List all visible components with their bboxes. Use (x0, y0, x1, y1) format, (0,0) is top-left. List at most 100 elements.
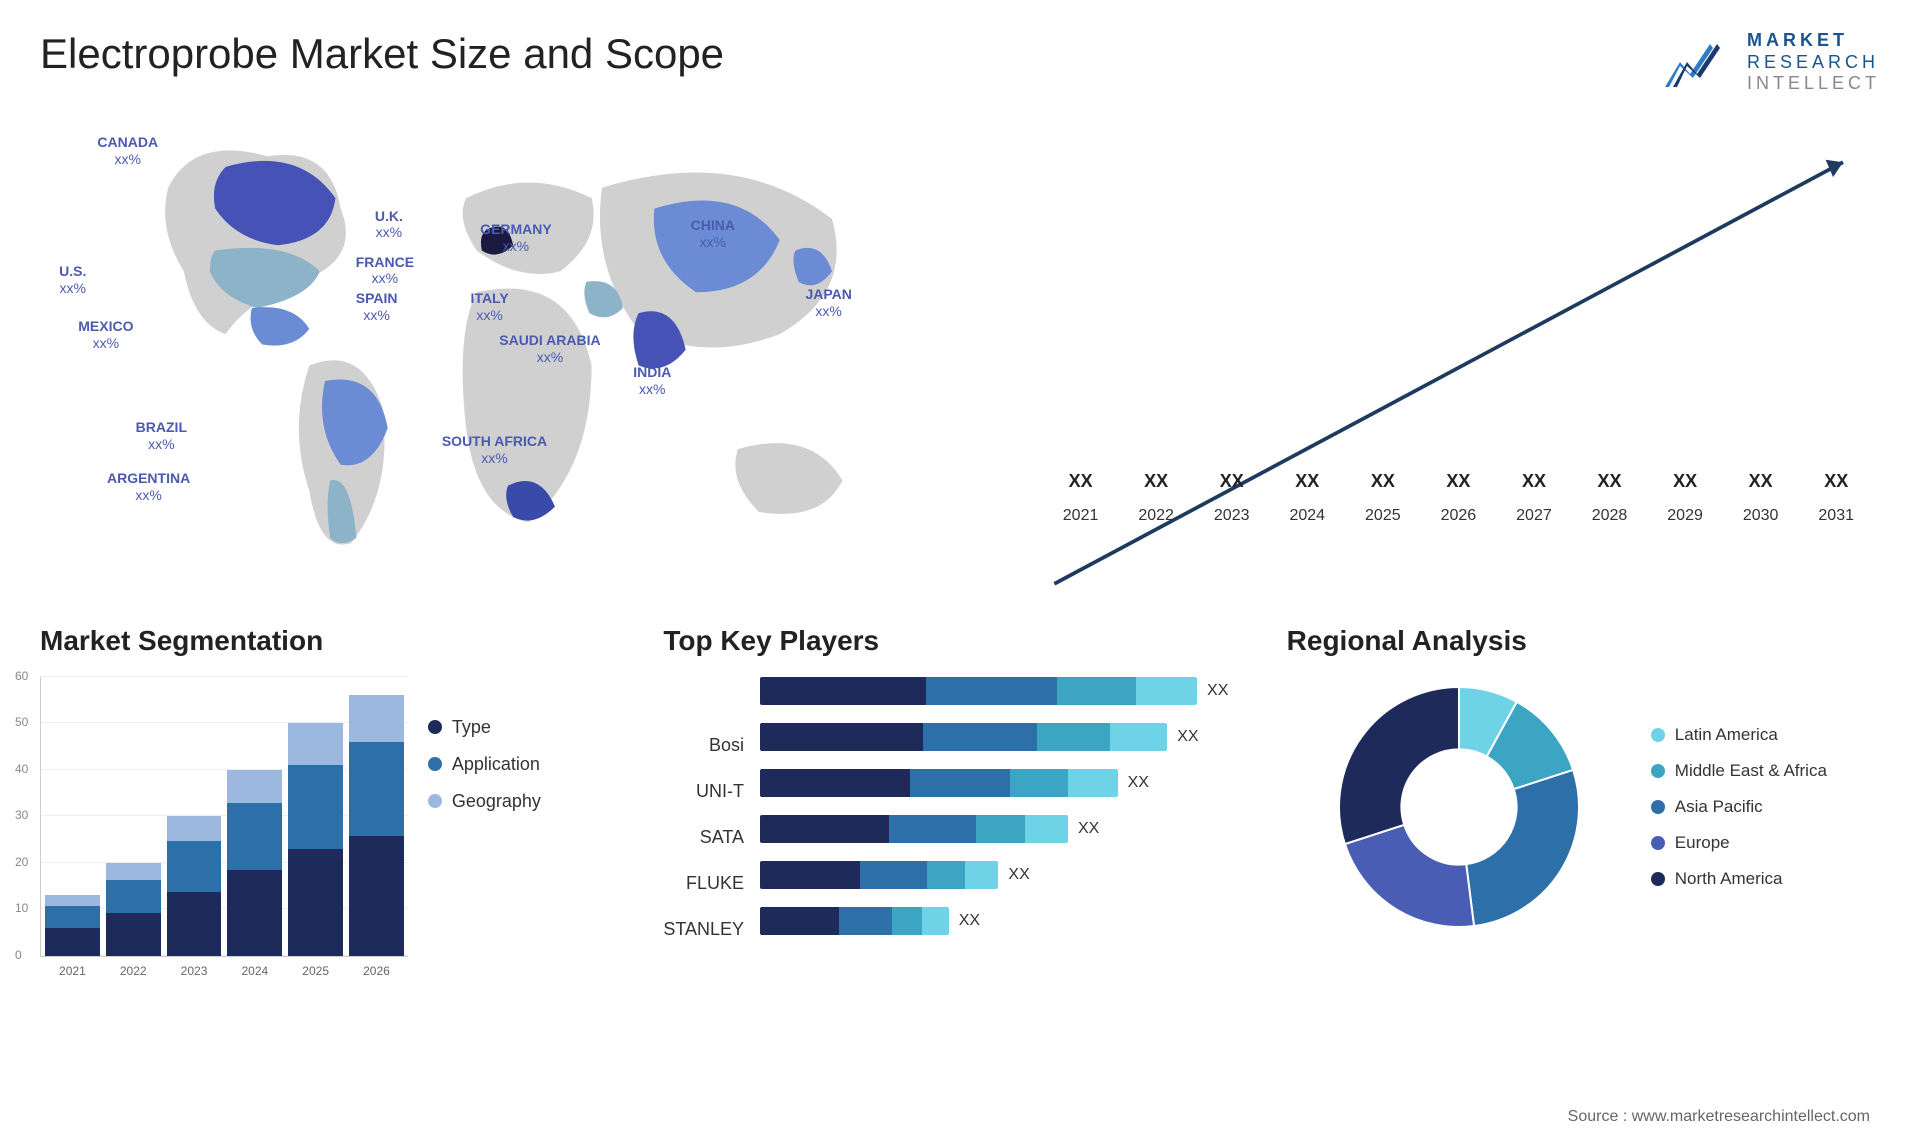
growth-bar-value: XX (1749, 471, 1773, 492)
growth-year-label: 2025 (1365, 507, 1401, 525)
growth-bar-value: XX (1824, 471, 1848, 492)
growth-bar-value: XX (1144, 471, 1168, 492)
kp-bar: XX (760, 907, 1257, 935)
kp-bar: XX (760, 861, 1257, 889)
regional-title: Regional Analysis (1287, 625, 1880, 657)
regional-donut-chart (1287, 677, 1631, 937)
legend-item: North America (1651, 869, 1880, 889)
kp-label: Bosi (709, 731, 744, 759)
map-label-japan: JAPANxx% (805, 286, 851, 320)
growth-bar: XX2030 (1727, 499, 1795, 525)
legend-item: Europe (1651, 833, 1880, 853)
map-label-argentina: ARGENTINAxx% (107, 470, 190, 504)
kp-value: XX (959, 912, 980, 930)
map-label-china: CHINAxx% (691, 217, 735, 251)
map-label-spain: SPAINxx% (356, 290, 398, 324)
growth-bar-value: XX (1673, 471, 1697, 492)
legend-item: Asia Pacific (1651, 797, 1880, 817)
kp-bar: XX (760, 815, 1257, 843)
seg-bar: 2023 (167, 816, 222, 956)
kp-value: XX (1128, 774, 1149, 792)
growth-year-label: 2027 (1516, 507, 1552, 525)
growth-bar: XX2024 (1273, 499, 1341, 525)
growth-year-label: 2029 (1667, 507, 1703, 525)
growth-bar: XX2021 (1047, 499, 1115, 525)
kp-bar: XX (760, 677, 1257, 705)
regional-legend: Latin America Middle East & Africa Asia Pa… (1651, 725, 1880, 889)
brand-logo: MARKET RESEARCH INTELLECT (1665, 30, 1880, 95)
growth-bar: XX2022 (1122, 499, 1190, 525)
kp-value: XX (1177, 728, 1198, 746)
seg-bar: 2024 (227, 770, 282, 956)
growth-bar: XX2025 (1349, 499, 1417, 525)
seg-bar: 2025 (288, 723, 343, 956)
growth-bar-value: XX (1220, 471, 1244, 492)
map-label-mexico: MEXICOxx% (78, 318, 133, 352)
legend-item: Application (428, 754, 633, 775)
seg-bar: 2022 (106, 863, 161, 956)
growth-bar: XX2031 (1802, 499, 1870, 525)
growth-year-label: 2022 (1138, 507, 1174, 525)
legend-item: Latin America (1651, 725, 1880, 745)
legend-item: Type (428, 717, 633, 738)
growth-bar-chart: XX2021XX2022XX2023XX2024XX2025XX2026XX20… (1037, 125, 1880, 585)
growth-bar: XX2026 (1425, 499, 1493, 525)
map-label-germany: GERMANYxx% (480, 221, 552, 255)
growth-bar-value: XX (1446, 471, 1470, 492)
source-attribution: Source : www.marketresearchintellect.com (1568, 1108, 1870, 1126)
key-players-labels: Bosi UNI-T SATA FLUKE STANLEY (663, 677, 744, 943)
growth-bar-value: XX (1069, 471, 1093, 492)
map-label-canada: CANADAxx% (97, 134, 158, 168)
key-players-panel: Top Key Players Bosi UNI-T SATA FLUKE STANLE… (663, 625, 1256, 957)
kp-label (739, 685, 744, 713)
growth-bar: XX2023 (1198, 499, 1266, 525)
growth-bar: XX2028 (1576, 499, 1644, 525)
growth-bar-value: XX (1598, 471, 1622, 492)
kp-value: XX (1207, 682, 1228, 700)
growth-year-label: 2031 (1818, 507, 1854, 525)
map-label-saudiarabia: SAUDI ARABIAxx% (499, 332, 600, 366)
kp-label: FLUKE (686, 869, 744, 897)
kp-value: XX (1078, 820, 1099, 838)
growth-year-label: 2024 (1289, 507, 1325, 525)
key-players-chart: XX XX XX XX XX XX (760, 677, 1257, 943)
segmentation-legend: Type Application Geography (428, 677, 633, 957)
logo-line2: RESEARCH (1747, 52, 1880, 74)
key-players-title: Top Key Players (663, 625, 1256, 657)
map-label-brazil: BRAZILxx% (136, 419, 187, 453)
logo-line1: MARKET (1747, 30, 1880, 52)
map-label-uk: U.K.xx% (375, 208, 403, 242)
page-title: Electroprobe Market Size and Scope (40, 30, 724, 78)
legend-item: Geography (428, 791, 633, 812)
logo-chart-icon (1665, 32, 1735, 92)
growth-year-label: 2028 (1592, 507, 1628, 525)
growth-year-label: 2023 (1214, 507, 1250, 525)
map-label-france: FRANCExx% (356, 254, 414, 288)
kp-label: STANLEY (663, 915, 744, 943)
growth-year-label: 2021 (1063, 507, 1099, 525)
map-label-southafrica: SOUTH AFRICAxx% (442, 433, 547, 467)
map-label-italy: ITALYxx% (471, 290, 509, 324)
growth-bar-value: XX (1295, 471, 1319, 492)
growth-year-label: 2026 (1441, 507, 1477, 525)
growth-bar: XX2029 (1651, 499, 1719, 525)
segmentation-panel: Market Segmentation 01020304050602021202… (40, 625, 633, 957)
growth-year-label: 2030 (1743, 507, 1779, 525)
world-map-chart: CANADAxx% U.S.xx% MEXICOxx% BRAZILxx% ARGENT… (40, 125, 997, 585)
growth-bar-value: XX (1371, 471, 1395, 492)
map-label-india: INDIAxx% (633, 364, 671, 398)
seg-bar: 2026 (349, 695, 404, 955)
growth-bar-value: XX (1522, 471, 1546, 492)
kp-label: UNI-T (696, 777, 744, 805)
kp-bar: XX (760, 769, 1257, 797)
regional-panel: Regional Analysis Latin America Middle Ea… (1287, 625, 1880, 957)
logo-line3: INTELLECT (1747, 73, 1880, 95)
segmentation-title: Market Segmentation (40, 625, 633, 657)
kp-value: XX (1008, 866, 1029, 884)
segmentation-chart: 0102030405060202120222023202420252026 (40, 677, 408, 957)
kp-bar: XX (760, 723, 1257, 751)
growth-bar: XX2027 (1500, 499, 1568, 525)
legend-item: Middle East & Africa (1651, 761, 1880, 781)
map-label-us: U.S.xx% (59, 263, 86, 297)
kp-label: SATA (700, 823, 744, 851)
